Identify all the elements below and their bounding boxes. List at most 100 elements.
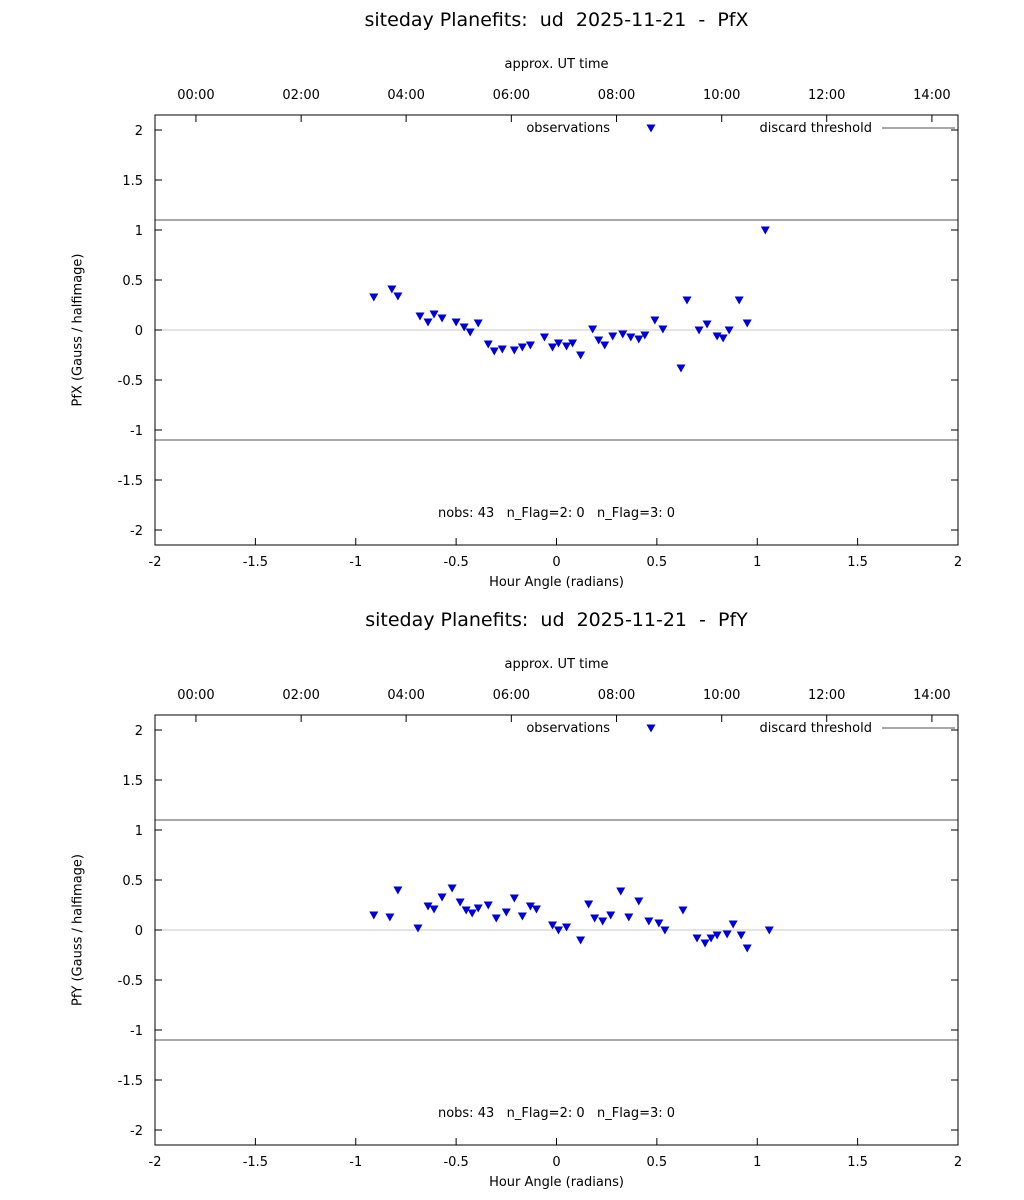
observation-marker (473, 904, 483, 913)
observation-marker (598, 917, 608, 926)
observation-marker (517, 912, 527, 921)
observation-marker (694, 326, 704, 335)
svg-text:02:00: 02:00 (282, 88, 319, 103)
observation-marker (525, 341, 535, 350)
svg-text:06:00: 06:00 (493, 88, 530, 103)
chart-pfx: -2 -1.5 -1 -0.5 0 0.5 1 1.5 2 00:00 02:00 04:00 06:0… (70, 9, 963, 590)
observation-marker (584, 900, 594, 909)
observation-marker (413, 924, 423, 933)
nobs-annotation: nobs: 43 n_Flag=2: 0 n_Flag=3: 0 (437, 1106, 676, 1121)
observation-marker (702, 320, 712, 329)
svg-text:-1: -1 (130, 424, 143, 439)
observation-marker (576, 351, 586, 360)
observation-marker (562, 923, 572, 932)
observation-marker (509, 894, 519, 903)
svg-text:2: 2 (135, 724, 143, 739)
svg-text:12:00: 12:00 (808, 688, 845, 703)
svg-text:-2: -2 (149, 1155, 162, 1170)
observation-marker (700, 939, 710, 948)
observation-marker (447, 884, 457, 893)
svg-text:-1: -1 (349, 555, 362, 570)
observation-marker (547, 343, 557, 352)
legend-threshold-label: discard threshold (760, 121, 872, 136)
observation-marker (644, 917, 654, 926)
legend-threshold-label: discard threshold (760, 721, 872, 736)
observation-marker (654, 919, 664, 928)
svg-text:-2: -2 (130, 1124, 143, 1139)
svg-text:06:00: 06:00 (493, 688, 530, 703)
observation-marker (760, 226, 770, 235)
nobs-annotation: nobs: 43 n_Flag=2: 0 n_Flag=3: 0 (437, 506, 676, 521)
observation-marker (634, 897, 644, 906)
svg-text:-2: -2 (149, 555, 162, 570)
observation-marker (676, 364, 686, 373)
observation-marker (369, 293, 379, 302)
observation-marker (455, 898, 465, 907)
svg-text:1.5: 1.5 (847, 1155, 868, 1170)
observation-marker (650, 316, 660, 325)
svg-text:-1.5: -1.5 (243, 1155, 268, 1170)
observation-marker (429, 310, 439, 319)
observation-marker (483, 340, 493, 349)
observation-marker (718, 334, 728, 343)
observation-marker (764, 926, 774, 935)
svg-text:02:00: 02:00 (282, 688, 319, 703)
observation-marker (626, 333, 636, 342)
observation-marker (568, 339, 578, 348)
svg-text:0: 0 (552, 555, 560, 570)
chart-pfy: -2 -1.5 -1 -0.5 0 0.5 1 1.5 2 00:00 02:00 04:00 06:0… (0, 600, 1024, 1200)
legend-observations-label: observations (526, 721, 610, 736)
svg-text:0: 0 (552, 1155, 560, 1170)
observation-marker (483, 901, 493, 910)
observation-marker (437, 893, 447, 902)
svg-text:10:00: 10:00 (703, 88, 740, 103)
svg-text:14:00: 14:00 (913, 688, 950, 703)
pfx-plot-canvas: -2 -1.5 -1 -0.5 0 0.5 1 1.5 2 00:00 02:00 04:00 06:0… (118, 88, 963, 570)
observation-marker (437, 314, 447, 323)
observation-marker (692, 934, 702, 943)
observation-marker (634, 335, 644, 344)
svg-text:-0.5: -0.5 (118, 974, 143, 989)
svg-text:1: 1 (753, 1155, 761, 1170)
svg-text:1: 1 (135, 224, 143, 239)
observation-marker (415, 312, 425, 321)
observation-marker (562, 342, 572, 351)
observation-marker (742, 944, 752, 953)
observation-marker (369, 911, 379, 920)
observation-marker (660, 926, 670, 935)
observation-marker (451, 318, 461, 327)
svg-text:00:00: 00:00 (177, 688, 214, 703)
x-axis-label: Hour Angle (radians) (489, 575, 624, 590)
observation-marker (423, 902, 433, 911)
observation-marker (678, 906, 688, 915)
observation-marker (724, 326, 734, 335)
observation-marker (608, 332, 618, 341)
svg-text:-1: -1 (349, 1155, 362, 1170)
svg-text:08:00: 08:00 (598, 688, 635, 703)
observation-marker (393, 886, 403, 895)
svg-text:12:00: 12:00 (808, 88, 845, 103)
observation-marker (590, 914, 600, 923)
svg-text:2: 2 (954, 555, 962, 570)
svg-text:00:00: 00:00 (177, 88, 214, 103)
observation-marker (594, 336, 604, 345)
observation-marker (734, 296, 744, 305)
observation-marker (501, 908, 511, 917)
observation-marker (640, 331, 650, 340)
y-axis-label: PfX (Gauss / halfimage) (70, 253, 86, 407)
observation-marker (600, 341, 610, 350)
svg-text:-1.5: -1.5 (118, 1074, 143, 1089)
observation-marker (616, 887, 626, 896)
svg-text:04:00: 04:00 (387, 88, 424, 103)
svg-text:1: 1 (753, 555, 761, 570)
observation-marker (539, 333, 549, 342)
svg-text:0: 0 (135, 324, 143, 339)
svg-text:1: 1 (135, 824, 143, 839)
observation-marker (742, 319, 752, 328)
legend-observation-marker-icon (646, 124, 656, 133)
observation-marker (465, 328, 475, 337)
observation-marker (497, 345, 507, 354)
observation-marker (547, 921, 557, 930)
observation-marker (606, 911, 616, 920)
svg-text:1.5: 1.5 (847, 555, 868, 570)
